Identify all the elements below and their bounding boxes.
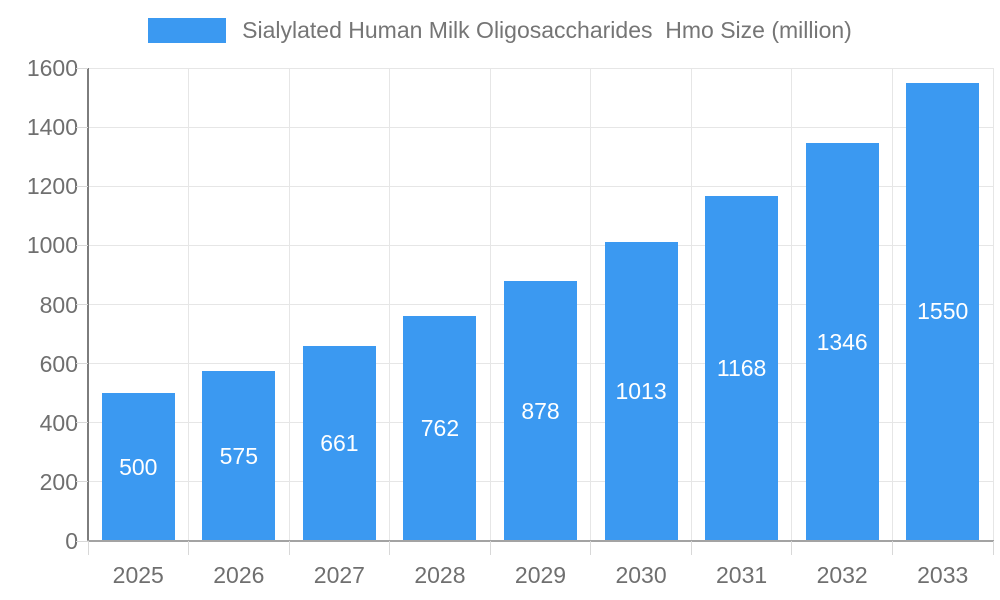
bar-value-label: 500 (119, 453, 158, 480)
legend-label: Sialylated Human Milk Oligosaccharides H… (242, 17, 852, 43)
bar-value-label: 575 (219, 442, 259, 469)
bar[interactable]: 762 (403, 315, 477, 541)
x-axis-tick (992, 541, 994, 555)
x-axis-tick (590, 541, 592, 555)
x-axis-tick (791, 541, 793, 555)
y-axis-label: 1600 (26, 55, 78, 81)
y-axis-tick (76, 481, 88, 483)
gridline-horizontal (88, 126, 993, 128)
bar-value-label: 1550 (917, 298, 969, 325)
x-axis-tick (389, 541, 391, 555)
bar[interactable]: 878 (504, 281, 577, 541)
bar-value-label: 1013 (615, 377, 667, 404)
x-axis-label: 2025 (112, 562, 164, 588)
bar[interactable]: 575 (202, 371, 276, 541)
plot-area: 500 575 661 762 878 1013 1168 1346 1550 (87, 67, 994, 542)
y-axis-tick (76, 185, 88, 187)
x-axis-label: 2033 (917, 562, 969, 588)
x-axis-tick (288, 541, 290, 555)
x-axis-label: 2026 (213, 562, 265, 588)
x-axis-label: 2027 (313, 562, 365, 588)
bar[interactable]: 1013 (604, 241, 678, 541)
gridline-vertical (489, 68, 491, 541)
bar[interactable]: 1168 (705, 195, 779, 541)
y-axis-label: 200 (39, 468, 78, 495)
gridline-vertical (891, 68, 893, 541)
y-axis-label: 1200 (26, 173, 78, 200)
y-axis-label: 600 (39, 350, 78, 377)
y-axis-line (87, 68, 89, 541)
gridline-vertical (992, 68, 994, 541)
x-axis-tick (188, 541, 190, 555)
legend[interactable]: Sialylated Human Milk Oligosaccharides H… (0, 17, 1000, 44)
gridline-vertical (690, 68, 692, 541)
y-axis-label: 800 (39, 291, 78, 318)
y-axis-tick (76, 540, 88, 542)
y-axis-tick (76, 244, 88, 246)
gridline-vertical (791, 68, 793, 541)
gridline-vertical (288, 68, 290, 541)
x-axis-tick (891, 541, 893, 555)
gridline-vertical (389, 68, 391, 541)
bar-value-label: 762 (420, 414, 460, 441)
bar[interactable]: 500 (101, 393, 175, 541)
gridline-horizontal (88, 244, 993, 246)
bar-value-label: 1346 (816, 328, 868, 355)
y-axis-label: 1000 (26, 232, 78, 259)
x-axis-label: 2029 (514, 562, 567, 588)
y-axis-tick (76, 363, 88, 365)
y-axis-label: 0 (65, 528, 78, 554)
y-axis-label: 400 (39, 409, 78, 436)
bar-value-label: 661 (320, 429, 359, 456)
gridline-horizontal (88, 185, 993, 187)
x-axis-tick (489, 541, 491, 555)
x-axis-label: 2031 (716, 562, 768, 588)
x-axis-label: 2030 (615, 562, 667, 588)
gridline-vertical (590, 68, 592, 541)
bar[interactable]: 1346 (805, 143, 879, 541)
gridline-horizontal (88, 67, 993, 69)
bar-value-label: 878 (521, 397, 560, 424)
x-axis-label: 2028 (414, 562, 466, 588)
y-axis-tick (76, 67, 88, 69)
x-axis-tick (87, 541, 89, 555)
x-axis-line (87, 540, 994, 542)
y-axis-label: 1400 (26, 114, 78, 141)
y-axis-tick (76, 422, 88, 424)
x-axis-tick (690, 541, 692, 555)
bar-value-label: 1168 (716, 354, 767, 381)
bar[interactable]: 661 (302, 345, 376, 541)
y-axis-tick (76, 304, 88, 305)
gridline-vertical (188, 68, 190, 541)
y-axis-tick (76, 126, 88, 128)
bar[interactable]: 1550 (906, 82, 980, 541)
x-axis-label: 2032 (816, 562, 868, 588)
legend-swatch (148, 18, 227, 43)
